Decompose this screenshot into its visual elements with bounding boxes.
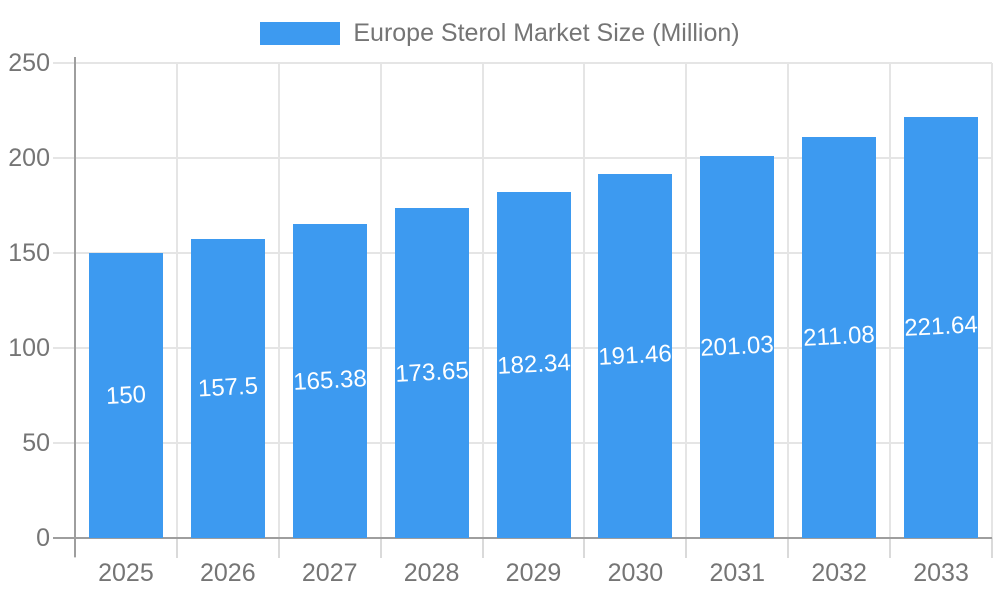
gridline-y-250 [53,62,992,64]
gridline-y-200 [53,157,992,159]
gridline-x-2 [277,63,280,538]
legend-swatch-icon [260,21,341,45]
gridline-x-9 [991,63,993,538]
bar-2031[interactable] [700,156,775,538]
x-tick-2 [277,538,280,558]
x-tick-4 [481,538,484,558]
x-tick-6 [685,538,688,558]
x-axis-label-2031: 2031 [709,559,766,587]
x-tick-1 [175,538,178,558]
y-axis-label-100: 100 [8,334,50,362]
bar-2032[interactable] [802,136,877,538]
bar-2026[interactable] [190,238,265,538]
x-tick-5 [583,538,586,558]
x-axis-label-2027: 2027 [301,559,358,587]
x-tick-3 [379,538,382,558]
x-axis-label-2026: 2026 [200,559,256,587]
x-axis-label-2025: 2025 [98,559,154,587]
y-axis-label-0: 0 [36,524,50,552]
x-tick-8 [889,538,892,558]
gridline-x-6 [685,63,688,538]
gridline-x-1 [175,63,178,538]
gridline-x-4 [481,63,484,538]
x-axis-label-2033: 2033 [913,559,969,587]
y-axis-label-150: 150 [8,239,50,267]
bar-2027[interactable] [292,223,367,538]
x-axis-label-2032: 2032 [811,559,867,587]
y-axis-label-50: 50 [22,429,50,457]
x-tick-9 [991,538,993,558]
x-tick-7 [787,538,790,558]
x-axis-label-2030: 2030 [607,559,664,587]
gridline-x-3 [379,63,382,538]
x-axis-label-2028: 2028 [403,559,460,587]
legend[interactable]: Europe Sterol Market Size (Million) [0,16,1000,50]
bar-2030[interactable] [598,174,673,538]
x-axis-line [53,537,992,539]
bar-2025[interactable] [88,253,163,538]
gridline-x-8 [889,63,892,538]
legend-label: Europe Sterol Market Size (Million) [353,18,740,47]
bar-2029[interactable] [496,191,571,538]
gridline-x-7 [787,63,790,538]
bar-2033[interactable] [904,116,979,538]
bar-value-2033: 221.64 [903,311,979,343]
bar-2028[interactable] [394,208,469,538]
x-axis-label-2029: 2029 [505,559,562,587]
y-axis-line [74,57,76,557]
y-axis-label-200: 200 [8,144,50,172]
gridline-x-5 [583,63,586,538]
y-axis-label-250: 250 [8,49,50,77]
